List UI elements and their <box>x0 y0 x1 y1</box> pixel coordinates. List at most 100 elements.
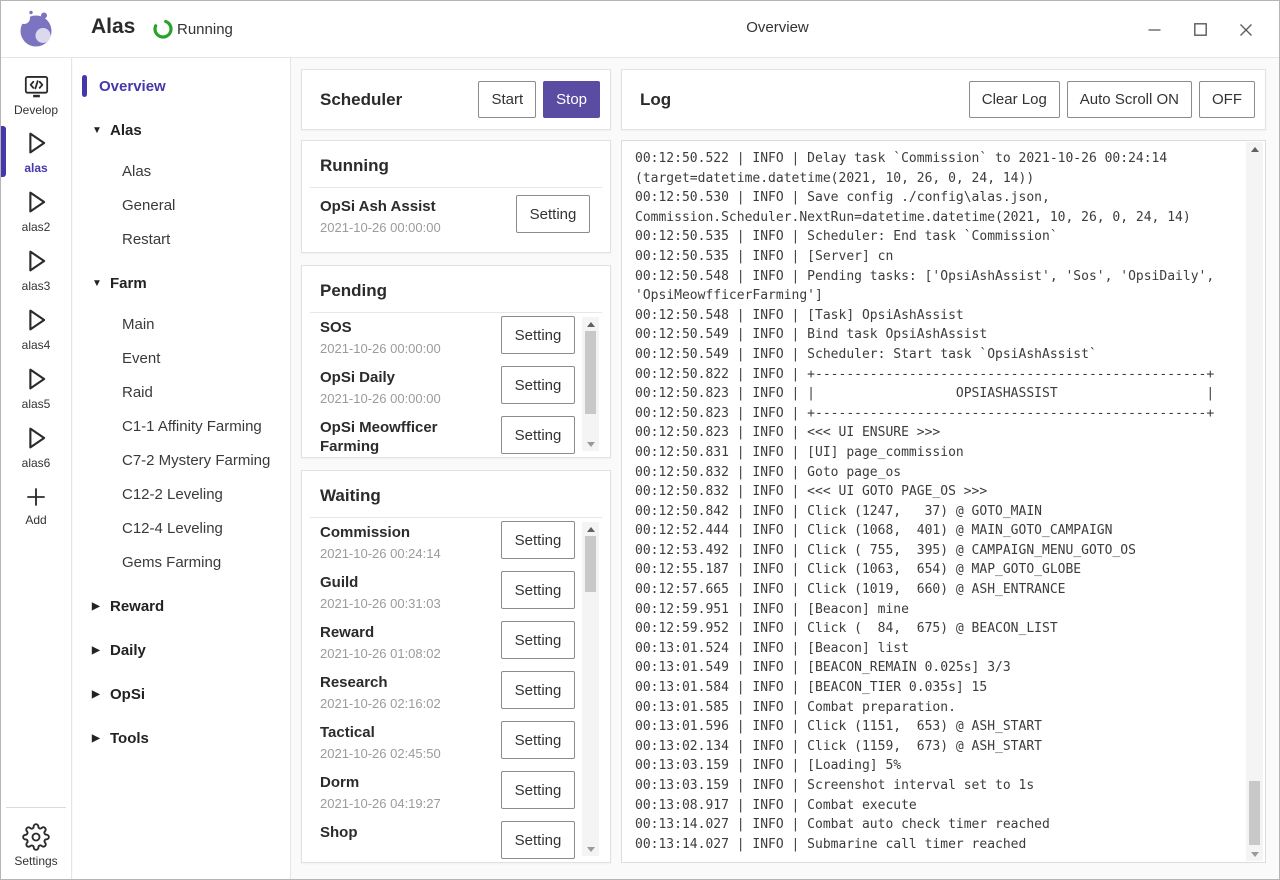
menu-item[interactable]: ▼ Alas <box>73 113 290 147</box>
menu-item[interactable]: ▶ OpSi <box>73 677 290 711</box>
log-line: 00:13:01.584 | INFO | [BEACON_TIER 0.035… <box>635 680 988 696</box>
scroll-down-icon[interactable] <box>582 842 599 856</box>
menu-item[interactable]: Restart <box>73 222 290 256</box>
scroll-up-icon[interactable] <box>582 317 599 331</box>
menu-item[interactable]: Overview <box>73 69 290 103</box>
menu-item[interactable]: Gems Farming <box>73 545 290 579</box>
log-viewport[interactable]: 00:12:50.522 | INFO | Delay task `Commis… <box>621 140 1266 863</box>
waiting-scrollbar[interactable] <box>582 522 599 856</box>
rail-item-label: alas5 <box>21 397 51 411</box>
rail-item-settings[interactable]: Settings <box>1 816 71 875</box>
rail-item-profile[interactable]: alas3 <box>1 240 71 299</box>
maximize-button[interactable] <box>1177 10 1223 50</box>
rail-item-label: alas <box>24 161 48 175</box>
rail-item-label: Settings <box>14 854 58 868</box>
log-line: 00:13:03.159 | INFO | Screenshot interva… <box>635 778 1035 793</box>
task-next-run-time: 2021-10-26 00:24:14 <box>320 546 441 561</box>
task-setting-button[interactable]: Setting <box>501 416 575 454</box>
menu-item[interactable]: C7-2 Mystery Farming <box>73 443 290 477</box>
close-button[interactable] <box>1223 10 1269 50</box>
rail-item-add[interactable]: Add <box>1 476 71 535</box>
play-icon <box>29 309 46 331</box>
menu-item[interactable]: Event <box>73 341 290 375</box>
task-setting-button[interactable]: Setting <box>501 671 575 709</box>
menu-item[interactable]: C12-4 Leveling <box>73 511 290 545</box>
log-line: 00:12:53.492 | INFO | Click ( 755, 395) … <box>635 542 1136 558</box>
scroll-down-icon[interactable] <box>1246 847 1263 861</box>
scheduler-start-button[interactable]: Start <box>478 81 537 118</box>
log-line: 00:13:01.596 | INFO | Click (1151, 653) … <box>635 719 1042 735</box>
minimize-button[interactable] <box>1131 10 1177 50</box>
task-next-run-time: 2021-10-26 01:08:02 <box>320 646 441 661</box>
rail-item-profile[interactable]: alas5 <box>1 358 71 417</box>
menu-item-label: Restart <box>122 230 171 248</box>
menu-item-label: General <box>122 196 176 214</box>
task-name: Reward <box>320 624 375 641</box>
app-title: Alas <box>91 15 136 38</box>
log-line: 'OpsiMeowfficerFarming'] <box>635 288 823 304</box>
window-controls <box>1131 1 1269 58</box>
task-setting-button[interactable]: Setting <box>501 621 575 659</box>
log-line: 00:12:59.952 | INFO | Click ( 84, 675) @… <box>635 621 1058 637</box>
task-setting-button[interactable]: Setting <box>501 571 575 609</box>
active-indicator <box>1 126 6 177</box>
rail-item-profile[interactable]: alas4 <box>1 299 71 358</box>
menu-item-label: C7-2 Mystery Farming <box>122 451 271 469</box>
rail-item-develop[interactable]: Develop <box>1 67 71 122</box>
log-line: 00:12:52.444 | INFO | Click (1068, 401) … <box>635 523 1113 539</box>
menu-item[interactable]: ▶ Tools <box>73 721 290 755</box>
menu-item[interactable]: General <box>73 188 290 222</box>
menu-item[interactable]: ▼ Farm <box>73 266 290 300</box>
develop-code-monitor-icon <box>24 75 48 97</box>
task-next-run-time: 2021-10-26 02:45:50 <box>320 746 441 761</box>
menu-item-label: C12-4 Leveling <box>122 519 223 537</box>
log-line: 00:13:14.027 | INFO | Combat auto check … <box>635 817 1050 833</box>
menu-item-label: OpSi <box>110 685 146 703</box>
task-setting-button[interactable]: Setting <box>501 521 575 559</box>
log-text: 00:12:50.522 | INFO | Delay task `Commis… <box>622 141 1265 854</box>
menu-item[interactable]: ▶ Daily <box>73 633 290 667</box>
scrollbar-thumb[interactable] <box>1249 781 1260 845</box>
log-scrollbar[interactable] <box>1246 142 1263 861</box>
auto-scroll-on-button[interactable]: Auto Scroll ON <box>1066 81 1192 118</box>
task-setting-button[interactable]: Setting <box>501 771 575 809</box>
task-row: OpSi Ash Assist 2021-10-26 00:00:00 Sett… <box>302 188 610 246</box>
clear-log-button[interactable]: Clear Log <box>968 81 1060 118</box>
log-line: 00:12:50.522 | INFO | Delay task `Commis… <box>635 151 1168 166</box>
menu-item[interactable]: Main <box>73 307 290 341</box>
log-line: 00:13:01.524 | INFO | [Beacon] list <box>635 640 909 656</box>
log-line: 00:12:55.187 | INFO | Click (1063, 654) … <box>635 562 1082 578</box>
rail-item-profile[interactable]: alas <box>1 122 71 181</box>
task-setting-button[interactable]: Setting <box>501 721 575 759</box>
scrollbar-thumb[interactable] <box>585 331 596 414</box>
scroll-down-icon[interactable] <box>582 437 599 451</box>
task-setting-button[interactable]: Setting <box>501 316 575 354</box>
pending-scrollbar[interactable] <box>582 317 599 451</box>
log-line: 00:12:50.535 | INFO | Scheduler: End tas… <box>635 229 1058 245</box>
scheduler-stop-button[interactable]: Stop <box>543 81 600 118</box>
menu-item[interactable]: Raid <box>73 375 290 409</box>
menu-item-label: Event <box>122 349 161 367</box>
scrollbar-thumb[interactable] <box>585 536 596 592</box>
log-line: 00:13:01.549 | INFO | [BEACON_REMAIN 0.0… <box>635 660 1011 676</box>
menu-item[interactable]: C12-2 Leveling <box>73 477 290 511</box>
scroll-up-icon[interactable] <box>582 522 599 536</box>
scroll-up-icon[interactable] <box>1246 142 1263 156</box>
task-setting-button[interactable]: Setting <box>501 366 575 404</box>
task-setting-button[interactable]: Setting <box>516 195 590 233</box>
task-name: OpSi Meowfficer Farming <box>320 419 438 455</box>
waiting-title: Waiting <box>320 486 381 505</box>
task-next-run-time: 2021-10-26 00:00:00 <box>320 220 441 235</box>
menu-item[interactable]: ▶ Reward <box>73 589 290 623</box>
log-line: 00:12:57.665 | INFO | Click (1019, 660) … <box>635 582 1066 598</box>
menu-item-label: Tools <box>110 729 149 747</box>
rail-item-profile[interactable]: alas2 <box>1 181 71 240</box>
task-next-run-time: 2021-10-26 00:00:00 <box>320 391 441 406</box>
menu-item[interactable]: C1-1 Affinity Farming <box>73 409 290 443</box>
menu-item[interactable]: Alas <box>73 154 290 188</box>
auto-scroll-off-button[interactable]: OFF <box>1199 81 1255 118</box>
task-setting-button[interactable]: Setting <box>501 821 575 859</box>
play-icon <box>29 427 46 449</box>
task-name: Guild <box>320 574 359 591</box>
rail-item-profile[interactable]: alas6 <box>1 417 71 476</box>
